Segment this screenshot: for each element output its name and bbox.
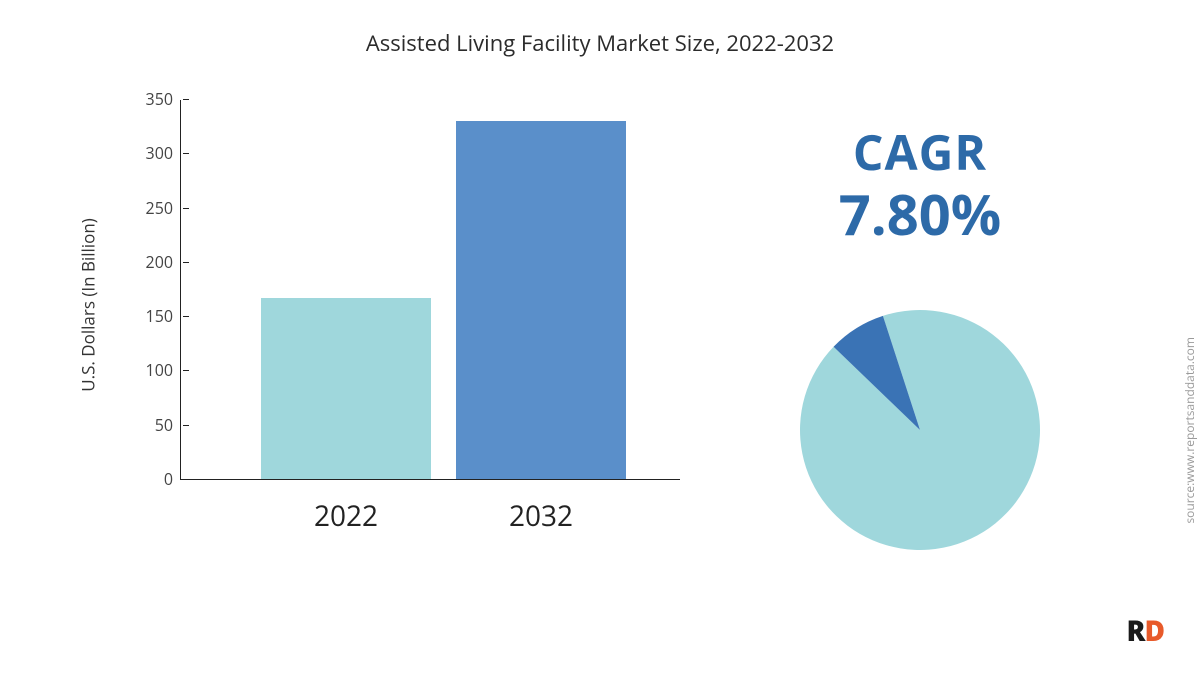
pie-chart (790, 300, 1050, 560)
y-axis-label: U.S. Dollars (In Billion) (77, 218, 100, 392)
y-tick: 300 (146, 142, 181, 164)
y-tick: 0 (164, 468, 181, 490)
brand-logo: RD (1126, 612, 1164, 650)
x-tick: 2022 (314, 479, 378, 535)
cagr-callout: CAGR 7.80% (770, 120, 1070, 244)
y-tick: 350 (146, 88, 181, 110)
bar-2022 (261, 298, 431, 479)
chart-title: Assisted Living Facility Market Size, 20… (0, 28, 1200, 58)
cagr-value: 7.80% (770, 185, 1070, 244)
y-tick: 100 (146, 359, 181, 381)
x-tick: 2032 (509, 479, 573, 535)
y-tick: 200 (146, 251, 181, 273)
logo-r: R (1126, 612, 1144, 650)
plot-area: 05010015020025030035020222032 (180, 100, 680, 480)
logo-d: D (1144, 612, 1164, 650)
y-tick: 250 (146, 197, 181, 219)
source-attribution: source:www.reportsanddata.com (1182, 337, 1199, 524)
y-tick: 50 (155, 414, 181, 436)
bar-2032 (456, 121, 626, 479)
bar-chart: U.S. Dollars (In Billion) 05010015020025… (120, 90, 680, 520)
y-tick: 150 (146, 305, 181, 327)
